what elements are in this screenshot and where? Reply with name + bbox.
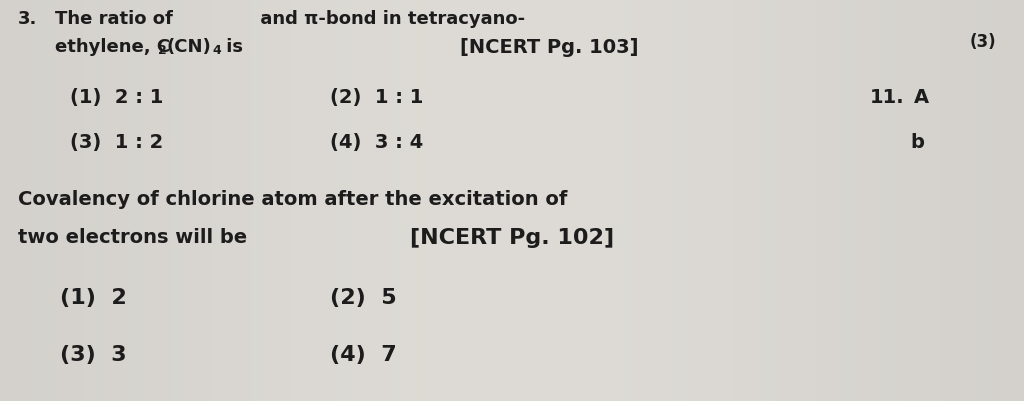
Text: two electrons will be: two electrons will be [18, 227, 247, 246]
Text: 11.: 11. [870, 88, 904, 107]
Text: (1)  2: (1) 2 [60, 287, 127, 307]
Text: (CN): (CN) [167, 38, 212, 56]
Text: (4)  3 : 4: (4) 3 : 4 [330, 133, 423, 152]
Text: [NCERT Pg. 102]: [NCERT Pg. 102] [410, 227, 614, 247]
Text: Covalency of chlorine atom after the excitation of: Covalency of chlorine atom after the exc… [18, 190, 567, 209]
Text: (2)  1 : 1: (2) 1 : 1 [330, 88, 423, 107]
Text: (4)  7: (4) 7 [330, 344, 396, 364]
Text: b: b [910, 133, 924, 152]
Text: 4: 4 [212, 44, 221, 57]
Text: (2)  5: (2) 5 [330, 287, 396, 307]
Text: is: is [220, 38, 243, 56]
Text: The ratio of              and π-bond in tetracyano-: The ratio of and π-bond in tetracyano- [55, 10, 525, 28]
Text: (3)  3: (3) 3 [60, 344, 127, 364]
Text: A: A [914, 88, 929, 107]
Text: ethylene, C: ethylene, C [55, 38, 170, 56]
Text: 3.: 3. [18, 10, 37, 28]
Text: (3): (3) [970, 33, 996, 51]
Text: 2: 2 [158, 44, 167, 57]
Text: (1)  2 : 1: (1) 2 : 1 [70, 88, 164, 107]
Text: [NCERT Pg. 103]: [NCERT Pg. 103] [460, 38, 639, 57]
Text: (3)  1 : 2: (3) 1 : 2 [70, 133, 163, 152]
